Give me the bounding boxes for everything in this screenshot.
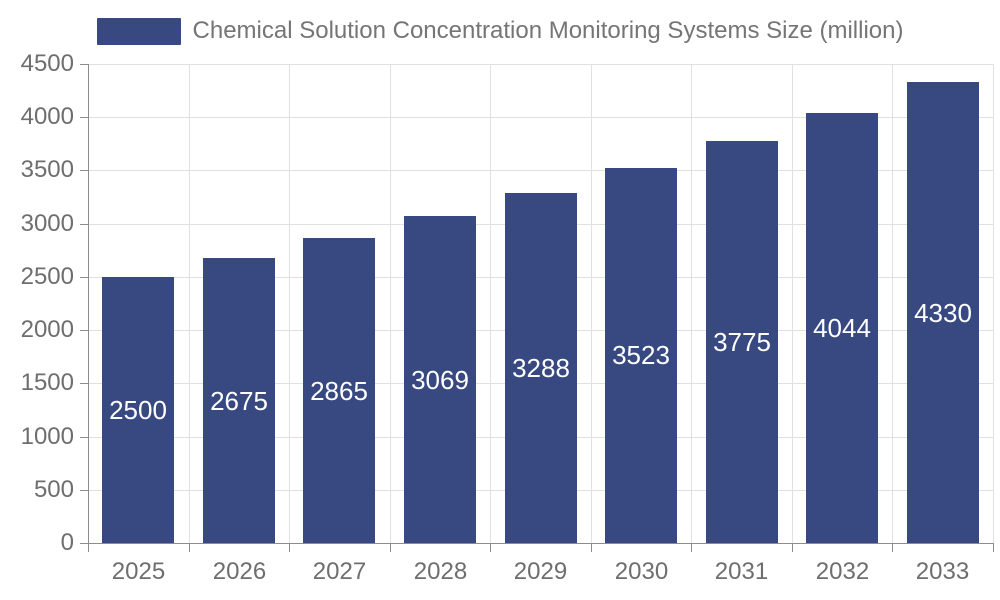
x-tick-label: 2026 <box>212 558 267 585</box>
x-tick-label: 2025 <box>111 558 166 585</box>
bar-value-label: 3288 <box>512 353 570 383</box>
y-tick-label: 4500 <box>20 50 74 77</box>
bar-2033 <box>907 82 979 543</box>
x-gridline <box>390 64 391 543</box>
y-tick-label: 2000 <box>20 316 74 343</box>
y-axis-tick <box>80 117 88 118</box>
bar-value-label: 2500 <box>109 395 167 425</box>
y-tick-label: 3500 <box>20 156 74 183</box>
y-tick-label: 1000 <box>20 423 74 450</box>
bar-value-label: 3069 <box>411 365 469 395</box>
y-tick-label: 4000 <box>20 103 74 130</box>
legend[interactable]: Chemical Solution Concentration Monitori… <box>0 16 1000 46</box>
bar-value-label: 2675 <box>210 386 268 416</box>
bar-value-label: 3523 <box>612 340 670 370</box>
legend-label[interactable]: Chemical Solution Concentration Monitori… <box>192 17 904 44</box>
x-gridline <box>691 64 692 543</box>
y-axis-tick <box>80 170 88 171</box>
x-axis-line <box>88 543 993 544</box>
x-tick-label: 2030 <box>614 558 669 585</box>
y-axis-tick <box>80 437 88 438</box>
y-tick-label: 500 <box>33 476 74 503</box>
y-axis-tick <box>80 543 88 544</box>
bar-value-label: 2865 <box>310 376 368 406</box>
x-axis-tick <box>691 543 692 552</box>
y-axis-tick <box>80 224 88 225</box>
bar-value-label: 4044 <box>813 313 871 343</box>
x-axis-tick <box>390 543 391 552</box>
bar-2031 <box>706 141 778 543</box>
x-axis-tick <box>792 543 793 552</box>
y-axis-tick <box>80 64 88 65</box>
bar-value-label: 4330 <box>914 298 972 328</box>
bar-2027 <box>303 238 375 543</box>
bar-2029 <box>505 193 577 543</box>
x-tick-label: 2027 <box>312 558 367 585</box>
y-tick-label: 0 <box>60 529 74 556</box>
x-axis-tick <box>591 543 592 552</box>
x-gridline <box>289 64 290 543</box>
x-tick-label: 2028 <box>413 558 468 585</box>
y-axis-tick <box>80 330 88 331</box>
x-tick-label: 2031 <box>714 558 769 585</box>
x-gridline <box>892 64 893 543</box>
y-tick-label: 2500 <box>20 263 74 290</box>
x-axis-tick <box>993 543 994 552</box>
y-axis-tick <box>80 490 88 491</box>
y-gridline <box>88 170 993 171</box>
y-tick-label: 1500 <box>20 369 74 396</box>
y-axis-line <box>88 64 89 552</box>
x-gridline <box>591 64 592 543</box>
y-tick-label: 3000 <box>20 210 74 237</box>
bar-2025 <box>102 277 174 543</box>
x-axis-tick <box>892 543 893 552</box>
bar-2032 <box>806 113 878 543</box>
bar-2028 <box>404 216 476 543</box>
bar-2030 <box>605 168 677 543</box>
bar-value-label: 3775 <box>713 327 771 357</box>
x-axis-tick <box>289 543 290 552</box>
x-gridline <box>189 64 190 543</box>
x-tick-label: 2033 <box>915 558 970 585</box>
x-tick-label: 2029 <box>513 558 568 585</box>
y-gridline <box>88 64 993 65</box>
y-gridline <box>88 117 993 118</box>
y-axis-tick <box>80 277 88 278</box>
x-gridline <box>792 64 793 543</box>
x-gridline <box>490 64 491 543</box>
legend-swatch[interactable] <box>96 17 181 45</box>
x-axis-tick <box>189 543 190 552</box>
x-axis-tick <box>490 543 491 552</box>
x-tick-label: 2032 <box>815 558 870 585</box>
x-gridline <box>993 64 994 543</box>
y-axis-tick <box>80 383 88 384</box>
bar-2026 <box>203 258 275 543</box>
